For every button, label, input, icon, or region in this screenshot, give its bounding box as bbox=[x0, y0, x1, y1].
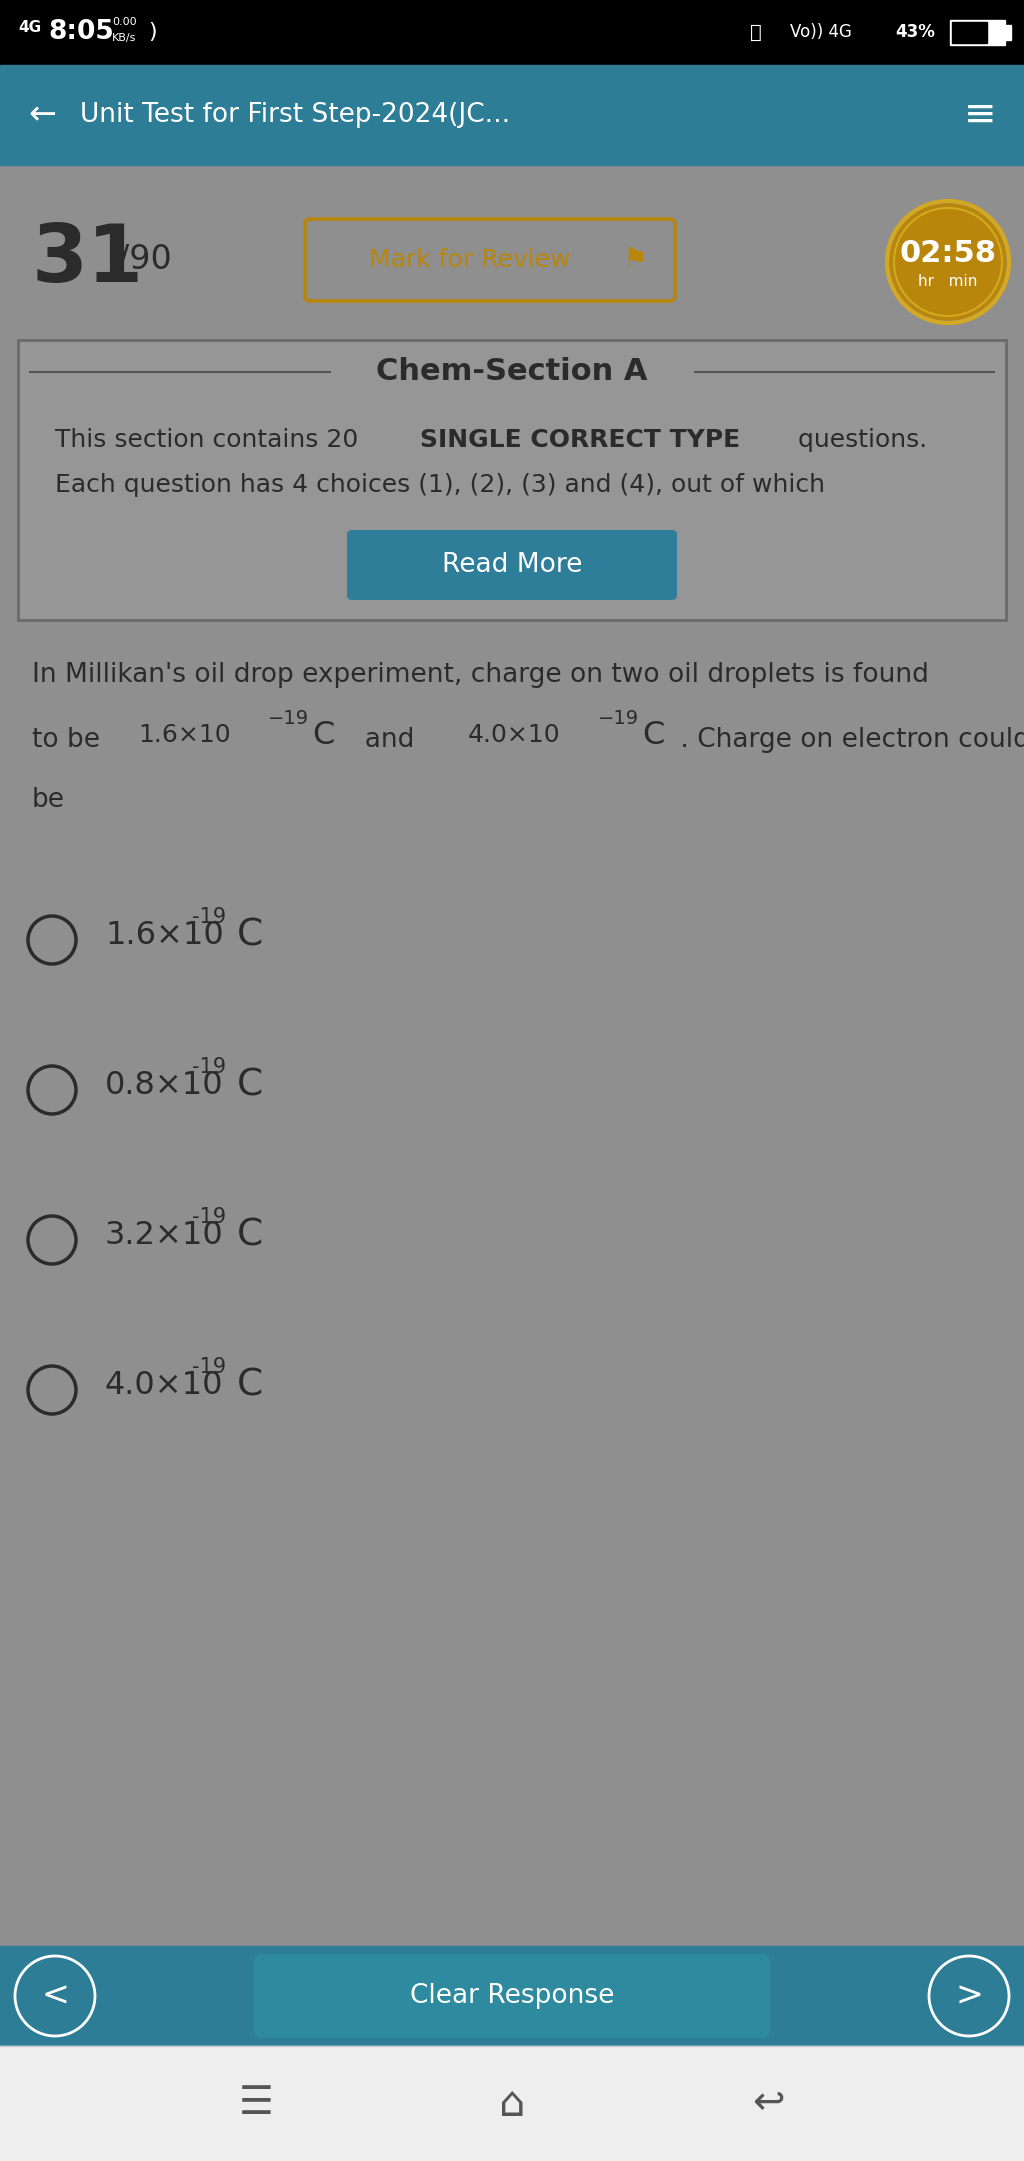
Text: Read More: Read More bbox=[441, 551, 583, 577]
Bar bbox=[0, 65, 1024, 164]
Text: 4G: 4G bbox=[18, 19, 41, 35]
FancyBboxPatch shape bbox=[347, 529, 677, 601]
Bar bbox=[0, 1947, 1024, 2046]
Text: C: C bbox=[237, 1219, 263, 1253]
Text: 3.2×10: 3.2×10 bbox=[105, 1219, 224, 1251]
Text: C: C bbox=[237, 1068, 263, 1104]
Text: ☰: ☰ bbox=[239, 2085, 273, 2122]
Text: be: be bbox=[32, 787, 65, 813]
Text: KB/s: KB/s bbox=[112, 32, 136, 43]
Text: 1.6×10: 1.6×10 bbox=[105, 918, 224, 951]
Text: C: C bbox=[312, 720, 334, 752]
Text: ⌂: ⌂ bbox=[499, 2083, 525, 2124]
Bar bbox=[950, 19, 1005, 45]
Bar bbox=[0, 2046, 1024, 2161]
FancyBboxPatch shape bbox=[305, 218, 675, 300]
Text: -19: -19 bbox=[193, 1208, 226, 1227]
Text: Each question has 4 choices (1), (2), (3) and (4), out of which: Each question has 4 choices (1), (2), (3… bbox=[55, 473, 825, 497]
Text: -19: -19 bbox=[193, 1057, 226, 1076]
Text: ≡: ≡ bbox=[964, 95, 996, 134]
Text: ): ) bbox=[148, 22, 157, 41]
Text: 8:05: 8:05 bbox=[48, 19, 114, 45]
Text: C: C bbox=[642, 720, 665, 752]
Text: -19: -19 bbox=[193, 1357, 226, 1377]
Text: Mark for Review: Mark for Review bbox=[370, 249, 570, 272]
Text: 31: 31 bbox=[32, 220, 144, 298]
Bar bbox=[0, 0, 1024, 65]
Text: <: < bbox=[41, 1979, 69, 2012]
Bar bbox=[952, 22, 987, 43]
Text: C: C bbox=[237, 1368, 263, 1405]
Text: Chem-Section A: Chem-Section A bbox=[376, 357, 648, 387]
Text: C: C bbox=[237, 918, 263, 953]
Text: -19: -19 bbox=[193, 908, 226, 927]
Text: and: and bbox=[348, 726, 431, 752]
Text: ↩: ↩ bbox=[752, 2085, 784, 2122]
Text: 02:58: 02:58 bbox=[899, 240, 996, 268]
Text: 4.0×10: 4.0×10 bbox=[468, 724, 560, 748]
Text: In Millikan's oil drop experiment, charge on two oil droplets is found: In Millikan's oil drop experiment, charg… bbox=[32, 661, 929, 687]
Text: ⚑: ⚑ bbox=[623, 246, 647, 274]
Circle shape bbox=[929, 1956, 1009, 2036]
Circle shape bbox=[15, 1956, 95, 2036]
Text: . Charge on electron could: . Charge on electron could bbox=[672, 726, 1024, 752]
Text: This section contains 20: This section contains 20 bbox=[55, 428, 367, 452]
Text: questions.: questions. bbox=[790, 428, 928, 452]
Text: 4.0×10: 4.0×10 bbox=[105, 1370, 223, 1400]
Text: hr   min: hr min bbox=[919, 274, 978, 290]
Bar bbox=[1005, 26, 1011, 41]
Text: ←: ← bbox=[28, 99, 56, 132]
Text: −19: −19 bbox=[268, 709, 309, 728]
Text: 43%: 43% bbox=[895, 24, 935, 41]
Text: SINGLE CORRECT TYPE: SINGLE CORRECT TYPE bbox=[420, 428, 740, 452]
Ellipse shape bbox=[890, 203, 1006, 320]
FancyBboxPatch shape bbox=[254, 1954, 770, 2038]
Text: Unit Test for First Step-2024(JC...: Unit Test for First Step-2024(JC... bbox=[80, 102, 510, 127]
Text: /90: /90 bbox=[118, 244, 172, 277]
Text: −19: −19 bbox=[598, 709, 639, 728]
Text: 0.8×10: 0.8×10 bbox=[105, 1070, 223, 1100]
Text: 1.6×10: 1.6×10 bbox=[138, 724, 230, 748]
FancyBboxPatch shape bbox=[18, 339, 1006, 620]
Text: >: > bbox=[955, 1979, 983, 2012]
Text: Clear Response: Clear Response bbox=[410, 1984, 614, 2010]
Text: Vo)) 4G: Vo)) 4G bbox=[790, 24, 852, 41]
Text: ⌛: ⌛ bbox=[750, 22, 762, 41]
Text: to be: to be bbox=[32, 726, 109, 752]
Text: 0.00: 0.00 bbox=[112, 17, 136, 26]
